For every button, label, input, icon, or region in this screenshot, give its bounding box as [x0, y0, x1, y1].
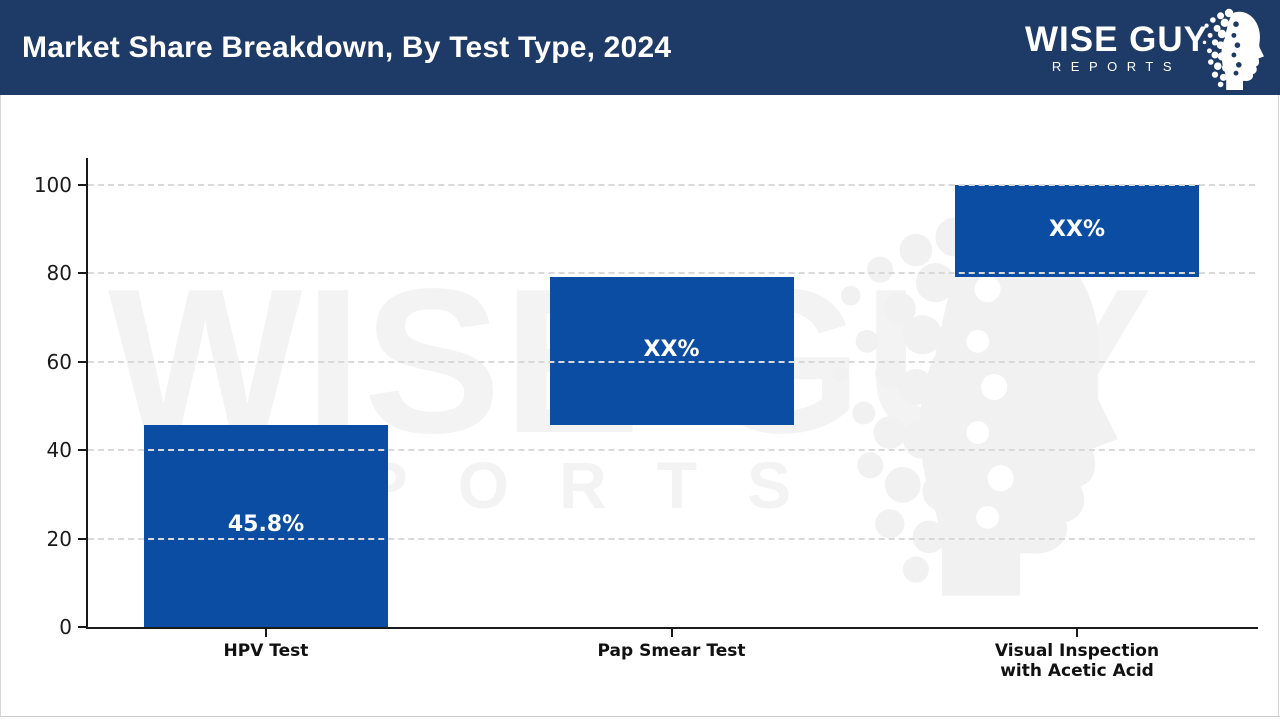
- y-tick-label: 100: [33, 173, 72, 197]
- y-tick-mark: [78, 360, 88, 363]
- bar-value-label: XX%: [643, 336, 700, 362]
- bottom-border-line: [0, 716, 1280, 717]
- x-tick-mark: [265, 629, 267, 637]
- y-tick-label: 40: [46, 438, 72, 463]
- y-tick-mark: [78, 626, 88, 628]
- gridline: [88, 272, 1255, 275]
- waterfall-bar: [144, 424, 388, 627]
- y-tick-mark: [78, 184, 88, 186]
- x-tick-mark: [1076, 629, 1078, 637]
- waterfall-bar: [549, 276, 794, 425]
- bar-value-label: XX%: [1049, 216, 1105, 242]
- waterfall-bar: [955, 185, 1199, 277]
- gridline: [88, 184, 1255, 186]
- wiseguy-logo: WISE GUY REPORTS: [1025, 6, 1266, 90]
- y-axis-line: [86, 158, 88, 629]
- y-tick-label: 0: [59, 615, 72, 639]
- gridline: [88, 360, 1255, 363]
- x-tick-mark: [670, 629, 673, 637]
- right-border-line: [1278, 95, 1279, 717]
- y-tick-label: 20: [46, 526, 72, 551]
- x-axis-line: [86, 627, 1258, 629]
- x-category-label: HPV Test: [223, 641, 309, 661]
- y-tick-mark: [78, 449, 88, 452]
- logo-reports-text: REPORTS: [1051, 59, 1182, 75]
- logo-text: WISE GUY REPORTS: [1024, 19, 1208, 75]
- page-title: Market Share Breakdown, By Test Type, 20…: [22, 30, 672, 64]
- logo-wiseguy-text: WISE GUY: [1024, 19, 1208, 59]
- y-tick-label: 60: [46, 349, 72, 374]
- x-category-label: Pap Smear Test: [597, 641, 746, 661]
- gridline: [88, 537, 1255, 540]
- header-bar: Market Share Breakdown, By Test Type, 20…: [0, 0, 1280, 95]
- y-tick-label: 80: [46, 261, 72, 286]
- left-border-line: [0, 95, 1, 717]
- bar-value-label: 45.8%: [227, 511, 305, 537]
- y-tick-mark: [78, 537, 88, 540]
- gridline: [88, 449, 1255, 452]
- y-tick-mark: [78, 272, 88, 275]
- x-category-label: Visual Inspection with Acetic Acid: [994, 641, 1160, 681]
